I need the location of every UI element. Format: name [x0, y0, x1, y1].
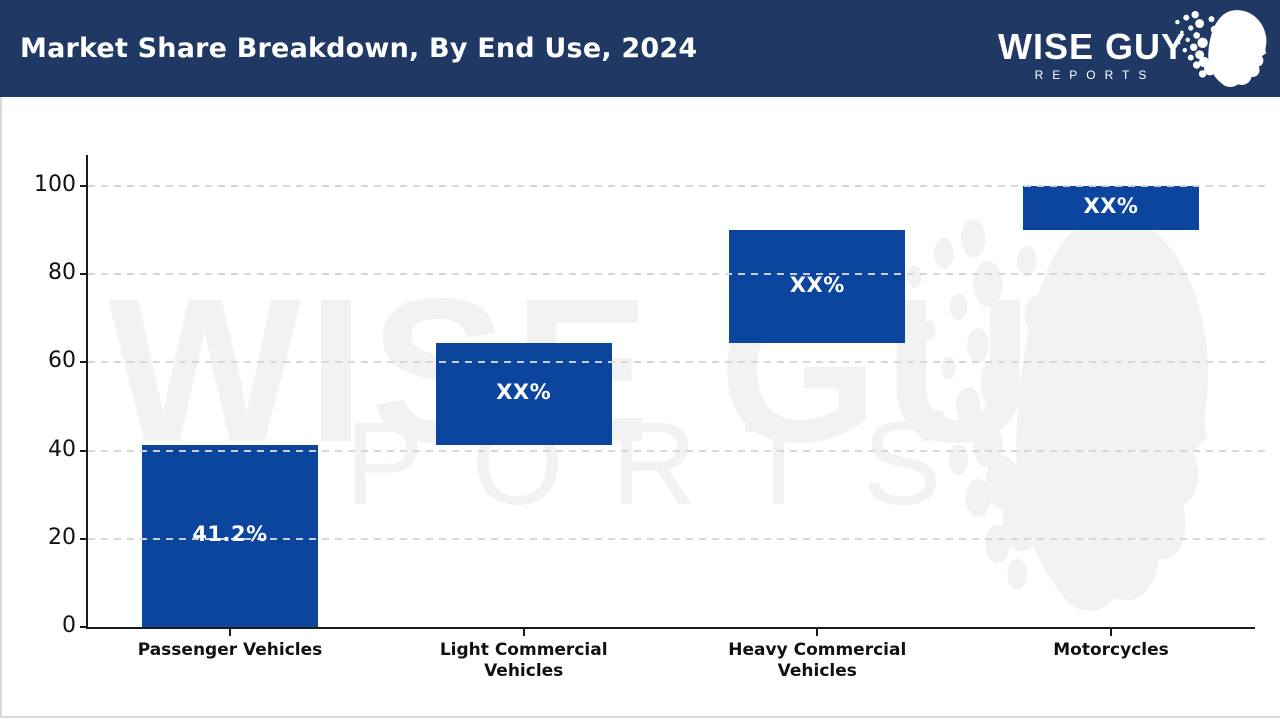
y-tick-label: 60	[48, 348, 76, 374]
gridline	[88, 361, 1270, 364]
x-axis-line	[86, 627, 1255, 629]
gridline	[88, 537, 1270, 540]
gridline	[88, 185, 1270, 187]
logo-subtitle: REPORTS	[1034, 68, 1156, 82]
x-tick-label: Light Commercial Vehicles	[439, 640, 608, 681]
bar-value-label: XX%	[496, 380, 552, 405]
bar-4	[1023, 186, 1199, 231]
header-banner: Market Share Breakdown, By End Use, 2024…	[0, 0, 1280, 97]
watermark-face-icon	[907, 214, 1209, 611]
x-axis-tick	[229, 629, 231, 636]
x-axis-tick	[1110, 629, 1112, 636]
y-tick-label: 20	[48, 524, 76, 550]
x-tick-label: Motorcycles	[1053, 640, 1169, 660]
y-axis-tick	[80, 273, 88, 276]
bar-1	[142, 445, 318, 627]
gridline	[88, 273, 1270, 276]
x-axis-tick	[816, 629, 819, 636]
y-tick-label: 0	[62, 613, 76, 638]
bar-value-label: 41.2%	[192, 522, 268, 547]
brand-logo: WISE GUY REPORTS	[998, 6, 1270, 90]
y-tick-label: 80	[48, 260, 76, 286]
bar-value-label: XX%	[789, 272, 845, 297]
y-axis-line	[86, 155, 88, 629]
bar-3	[729, 230, 906, 344]
y-axis-tick	[80, 626, 88, 628]
y-axis-tick	[80, 361, 88, 364]
bar-value-label: XX%	[1083, 194, 1139, 219]
page-border-bottom	[0, 716, 1280, 718]
x-axis-tick	[522, 629, 525, 636]
page-title: Market Share Breakdown, By End Use, 2024	[20, 33, 698, 64]
page-border	[0, 97, 1280, 716]
x-tick-label: Heavy Commercial Vehicles	[728, 640, 907, 681]
y-tick-label: 100	[34, 172, 76, 197]
x-tick-label: Passenger Vehicles	[137, 640, 323, 660]
y-axis-tick	[80, 537, 88, 540]
logo-face-icon	[1175, 10, 1267, 87]
y-tick-label: 40	[48, 436, 76, 462]
y-axis-tick	[80, 185, 88, 187]
gridline	[88, 449, 1270, 452]
y-axis-tick	[80, 449, 88, 452]
logo-wordmark: WISE GUY	[997, 26, 1186, 67]
bar-2	[435, 343, 612, 446]
